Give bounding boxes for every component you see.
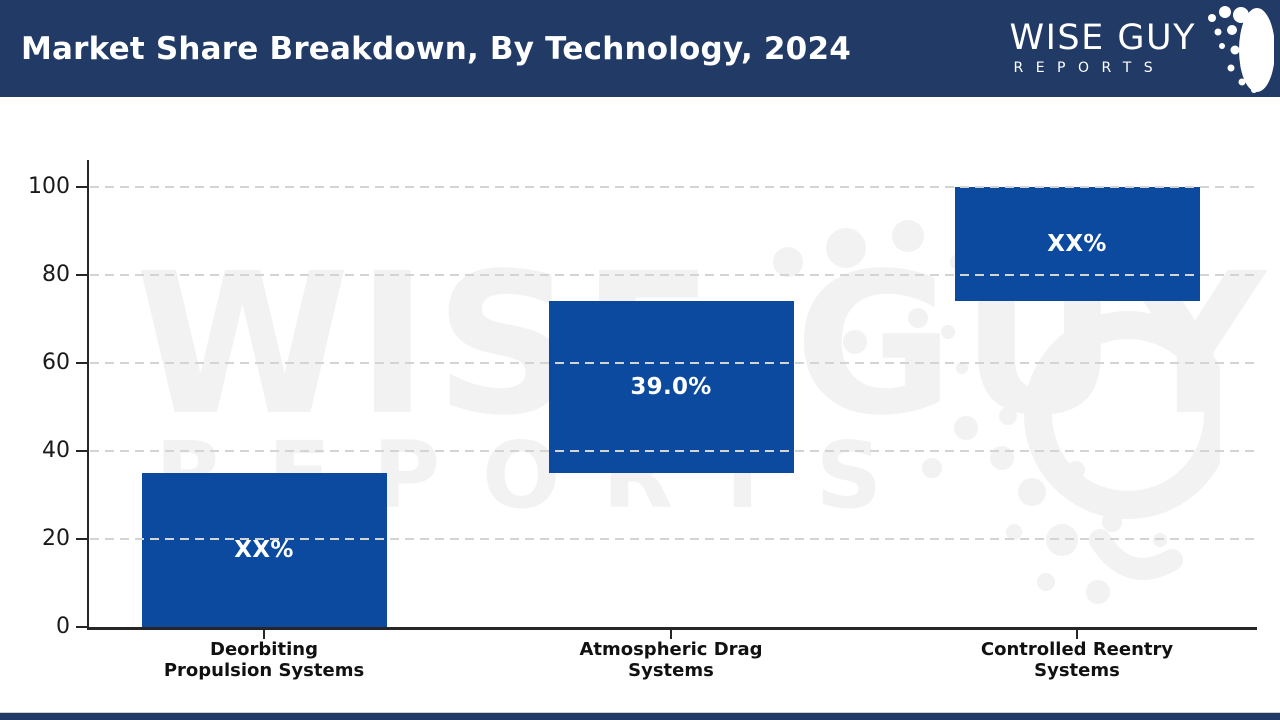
page-title: Market Share Breakdown, By Technology, 2… [21,30,851,67]
y-tick [76,186,87,188]
y-tick-label: 20 [42,526,70,551]
footer-rule [0,712,1280,713]
y-tick [76,274,87,276]
logo-subtitle: REPORTS [1013,60,1166,76]
bar-value-label: XX% [234,537,294,563]
x-label-deorbiting-propulsion-systems: Deorbiting Propulsion Systems [163,639,365,681]
y-tick [76,538,87,540]
logo-wordmark: WISE GUY [1009,18,1196,58]
header-bar: Market Share Breakdown, By Technology, 2… [0,0,1280,97]
y-tick-label: 100 [28,174,70,199]
brand-logo: WISE GUY REPORTS [1009,2,1280,96]
x-tick [263,630,265,639]
y-tick [76,450,87,452]
x-tick [670,630,672,639]
bar-atmospheric-drag-systems: 39.0% [548,301,794,473]
y-tick-label: 60 [42,350,70,375]
y-tick-label: 40 [42,438,70,463]
gridline [90,538,1256,540]
y-tick-label: 80 [42,262,70,287]
logo-face-dots-icon [1208,5,1274,93]
x-label-controlled-reentry-systems: Controlled Reentry Systems [980,639,1174,681]
watermark-face-dots [773,220,1220,604]
gridline [90,274,1256,276]
y-tick [76,362,87,364]
x-label-atmospheric-drag-systems: Atmospheric Drag Systems [579,639,763,681]
bar-value-label: 39.0% [630,374,712,401]
y-tick [76,626,87,628]
y-tick-label: 0 [56,614,70,639]
gridline [90,450,1256,452]
footer-bar [0,713,1280,720]
gridline [90,362,1256,364]
gridline [90,186,1256,188]
bar-controlled-reentry-systems: XX% [954,187,1200,302]
bar-value-label: XX% [1047,231,1107,258]
y-axis-spine [87,160,89,629]
bar-deorbiting-propulsion-systems: XX% [141,473,387,627]
x-tick [1076,630,1078,639]
x-axis-spine [87,627,1257,630]
